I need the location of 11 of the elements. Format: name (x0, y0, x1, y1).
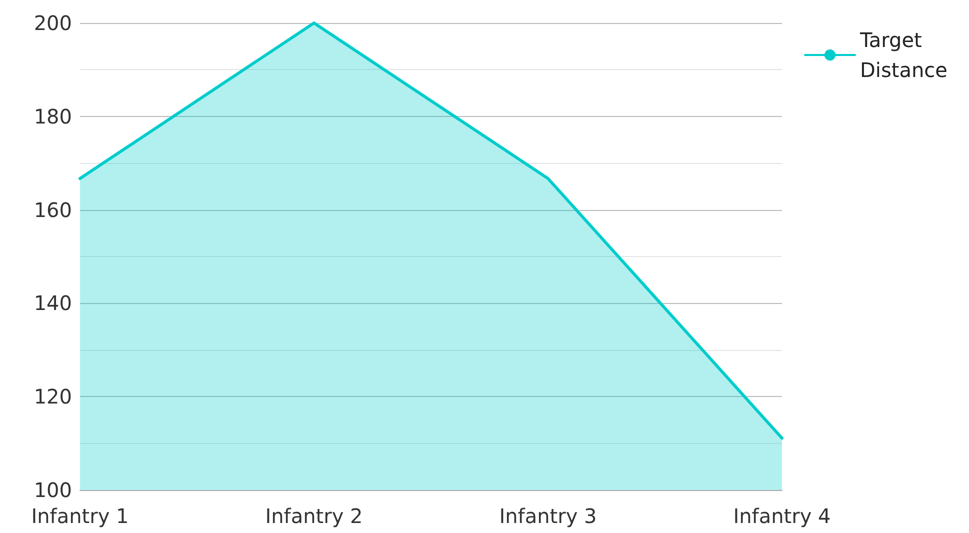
y-tick-label: 160 (34, 198, 72, 222)
legend-label: Target Distance (859, 28, 948, 82)
y-tick-label: 100 (34, 478, 72, 502)
y-tick-label: 180 (34, 104, 72, 128)
x-tick-label: Infantry 2 (265, 504, 363, 528)
x-tick-label: Infantry 4 (733, 504, 831, 528)
y-tick-label: 140 (34, 291, 72, 316)
x-tick-label: Infantry 1 (31, 504, 129, 528)
y-tick-label: 120 (34, 384, 72, 409)
x-tick-label: Infantry 3 (499, 504, 597, 528)
y-tick-label: 200 (34, 11, 72, 35)
